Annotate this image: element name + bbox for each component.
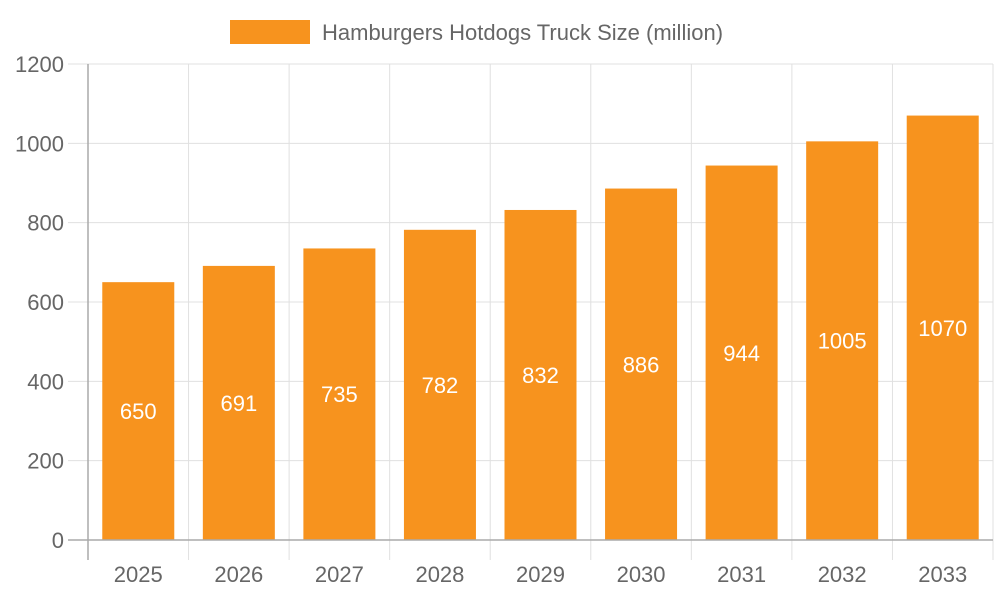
- x-tick-label: 2033: [918, 562, 967, 587]
- data-label: 944: [723, 341, 760, 366]
- x-tick-label: 2030: [617, 562, 666, 587]
- data-label: 782: [422, 373, 459, 398]
- data-label: 650: [120, 399, 157, 424]
- x-tick-label: 2031: [717, 562, 766, 587]
- x-tick-label: 2026: [214, 562, 263, 587]
- y-tick-label: 1000: [15, 131, 64, 156]
- legend[interactable]: Hamburgers Hotdogs Truck Size (million): [230, 20, 723, 45]
- bar-2025[interactable]: [102, 282, 175, 540]
- bar-2033[interactable]: [906, 115, 979, 541]
- bar-2027[interactable]: [303, 248, 376, 540]
- bar-2030[interactable]: [605, 188, 678, 540]
- data-label: 1070: [918, 316, 967, 341]
- x-tick-label: 2032: [818, 562, 867, 587]
- bar-2031[interactable]: [705, 165, 778, 540]
- x-tick-label: 2028: [415, 562, 464, 587]
- data-label: 832: [522, 363, 559, 388]
- y-tick-label: 400: [27, 369, 64, 394]
- bars: [102, 115, 979, 541]
- bar-2029[interactable]: [504, 209, 577, 540]
- bar-2032[interactable]: [806, 141, 879, 540]
- data-label: 886: [623, 352, 660, 377]
- x-tick-label: 2029: [516, 562, 565, 587]
- data-label: 735: [321, 382, 358, 407]
- y-tick-label: 800: [27, 211, 64, 236]
- legend-swatch: [230, 20, 310, 44]
- x-tick-label: 2025: [114, 562, 163, 587]
- bar-2026[interactable]: [202, 265, 275, 540]
- axes: 0 200 400 600 800 1000 1200 2025 2026 2027 2028 202…: [15, 52, 993, 587]
- data-label: 691: [220, 391, 257, 416]
- y-tick-label: 1200: [15, 52, 64, 77]
- legend-label: Hamburgers Hotdogs Truck Size (million): [322, 20, 723, 45]
- bar-2028[interactable]: [403, 229, 476, 540]
- y-tick-label: 0: [52, 528, 64, 553]
- y-tick-label: 200: [27, 449, 64, 474]
- data-label: 1005: [818, 329, 867, 354]
- y-tick-label: 600: [27, 290, 64, 315]
- x-tick-label: 2027: [315, 562, 364, 587]
- data-labels: 650 691 735 782 832 886 944 1005 1070: [120, 316, 967, 424]
